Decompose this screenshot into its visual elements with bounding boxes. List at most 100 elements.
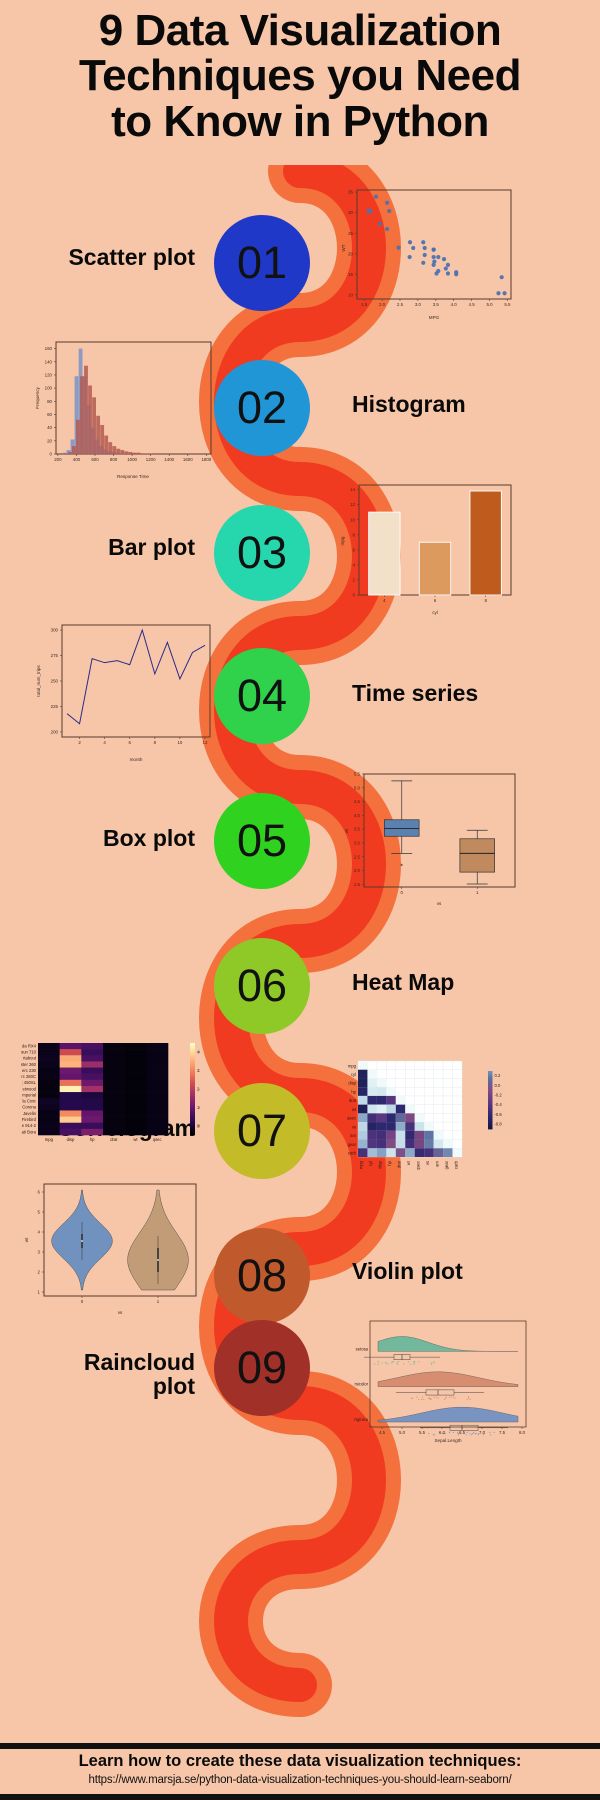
svg-text:drat: drat [110, 1137, 118, 1142]
svg-text:ster 360: ster 360 [21, 1062, 37, 1067]
svg-text:7.5: 7.5 [499, 1430, 506, 1435]
svg-text:da RX4: da RX4 [22, 1043, 37, 1048]
footer-divider-top [0, 1743, 600, 1749]
svg-text:240: 240 [197, 1087, 200, 1092]
step-circle-06[interactable]: 06 [214, 938, 310, 1034]
svg-text:120: 120 [45, 373, 53, 378]
step-circle-01[interactable]: 01 [214, 215, 310, 311]
step-label-box-plot: Box plot [103, 825, 195, 851]
step-circle-05[interactable]: 05 [214, 793, 310, 889]
step-label-histogram: Histogram [352, 391, 466, 417]
svg-text:0: 0 [353, 593, 356, 598]
svg-text:carb: carb [348, 1151, 357, 1156]
chart-correlogram: mpg cyl disp hp drat wt qsec vs am gear carb mpg cyl… [318, 1058, 532, 1193]
svg-text:Frequency: Frequency [35, 386, 40, 408]
svg-text:1000: 1000 [127, 457, 137, 462]
step-label-time-series: Time series [352, 680, 479, 706]
svg-text:qsec: qsec [415, 1161, 420, 1170]
svg-text:drat: drat [349, 1098, 357, 1103]
svg-text:1600: 1600 [183, 457, 193, 462]
svg-text:0.2: 0.2 [495, 1073, 501, 1078]
step-number-03: 03 [236, 527, 288, 578]
svg-text:carb: carb [453, 1160, 458, 1169]
svg-text:8: 8 [484, 598, 487, 603]
svg-text:-0.4: -0.4 [495, 1102, 503, 1107]
svg-text:2.0: 2.0 [354, 868, 361, 873]
svg-text:1: 1 [476, 890, 479, 895]
svg-text:rc 280C: rc 280C [21, 1074, 36, 1079]
step-number-07: 07 [236, 1105, 288, 1156]
svg-text:mpg: mpg [348, 1063, 357, 1068]
svg-text:1: 1 [38, 1290, 41, 1295]
svg-text:hp: hp [387, 1160, 392, 1165]
step-label-scatter-plot: Scatter plot [68, 244, 195, 270]
chart-scatter-plot: 10 15 20 25 30 35 1.5 2.0 2.5 3.0 3.5 4.0 4.5 5.0 5.5 … [330, 186, 515, 326]
svg-text:160: 160 [197, 1105, 200, 1110]
svg-text:month: month [130, 757, 143, 762]
svg-text:etwood: etwood [22, 1086, 36, 1091]
chart-raincloud-plot: setosa rsicolor rrginica 4.5 5.0 5.5 6.0 6.5 7.0… [336, 1318, 532, 1446]
svg-text:8: 8 [154, 740, 157, 745]
step-circle-03[interactable]: 03 [214, 505, 310, 601]
svg-text:600: 600 [91, 457, 99, 462]
svg-text:hp: hp [90, 1137, 95, 1142]
svg-text:3.0: 3.0 [415, 302, 422, 307]
svg-text:4: 4 [353, 562, 356, 567]
svg-text:6.0: 6.0 [439, 1430, 446, 1435]
chart-time-series: 200 225 250 275 300 2 4 6 8 10 12 total_num_trips … [26, 620, 216, 770]
page-title: 9 Data Visualization Techniques you Need… [0, 8, 600, 144]
svg-text:6.5: 6.5 [459, 1430, 466, 1435]
svg-text:80: 80 [197, 1123, 200, 1128]
svg-text:rsicolor: rsicolor [355, 1382, 369, 1387]
footer-url[interactable]: https://www.marsja.se/python-data-visual… [88, 1774, 512, 1786]
step-circle-07[interactable]: 07 [214, 1083, 310, 1179]
svg-text:200: 200 [51, 730, 59, 735]
svg-text:1200: 1200 [146, 457, 156, 462]
svg-text:sun 710: sun 710 [21, 1050, 37, 1055]
step-label-raincloud-plot: Raincloud plot [83, 1349, 195, 1400]
chart-histogram: 0 20 40 60 80 100 120 140 160 200 400 600 800 1000 120… [26, 338, 216, 486]
svg-text:320: 320 [197, 1068, 200, 1073]
svg-text:mpg: mpg [45, 1137, 54, 1142]
svg-text:8: 8 [353, 532, 356, 537]
svg-text:15: 15 [348, 272, 353, 277]
svg-text:MPG: MPG [429, 315, 440, 320]
svg-text:35: 35 [348, 190, 353, 195]
svg-text:12: 12 [203, 740, 208, 745]
svg-text:2.5: 2.5 [397, 302, 404, 307]
svg-text:275: 275 [51, 653, 59, 658]
svg-text:10: 10 [350, 517, 355, 522]
svg-text:225: 225 [51, 704, 59, 709]
step-number-08: 08 [236, 1250, 288, 1301]
svg-text:40: 40 [47, 425, 52, 430]
svg-text:wt: wt [344, 828, 349, 833]
step-circle-08[interactable]: 08 [214, 1228, 310, 1324]
svg-text:rtabout: rtabout [23, 1056, 37, 1061]
svg-text:4.0: 4.0 [451, 302, 458, 307]
svg-text:e 914-2: e 914-2 [22, 1123, 37, 1128]
svg-text:-0.8: -0.8 [495, 1122, 503, 1127]
svg-text:4.5: 4.5 [469, 302, 476, 307]
step-circle-04[interactable]: 04 [214, 648, 310, 744]
svg-text:disp: disp [378, 1160, 383, 1168]
svg-text:vs: vs [352, 1124, 356, 1129]
step-circle-09[interactable]: 09 [214, 1320, 310, 1416]
svg-text:4.0: 4.0 [354, 813, 361, 818]
svg-text:6: 6 [353, 547, 356, 552]
svg-text:ati Bora: ati Bora [22, 1129, 37, 1134]
svg-text:wt: wt [352, 1107, 357, 1112]
svg-text:am: am [434, 1160, 439, 1166]
title-line-1: 9 Data Visualization [98, 6, 502, 55]
svg-text:20: 20 [47, 438, 52, 443]
svg-text:12: 12 [350, 502, 355, 507]
step-circle-02[interactable]: 02 [214, 360, 310, 456]
svg-text:10: 10 [348, 292, 353, 297]
svg-text:cyl: cyl [351, 1072, 356, 1077]
step-number-02: 02 [236, 382, 288, 433]
svg-text:1.5: 1.5 [361, 302, 368, 307]
svg-text:5.5: 5.5 [354, 772, 361, 777]
svg-text:60: 60 [47, 412, 52, 417]
svg-text:2: 2 [353, 578, 356, 583]
svg-text:cyl: cyl [368, 1161, 373, 1166]
svg-text:WT: WT [341, 244, 346, 251]
